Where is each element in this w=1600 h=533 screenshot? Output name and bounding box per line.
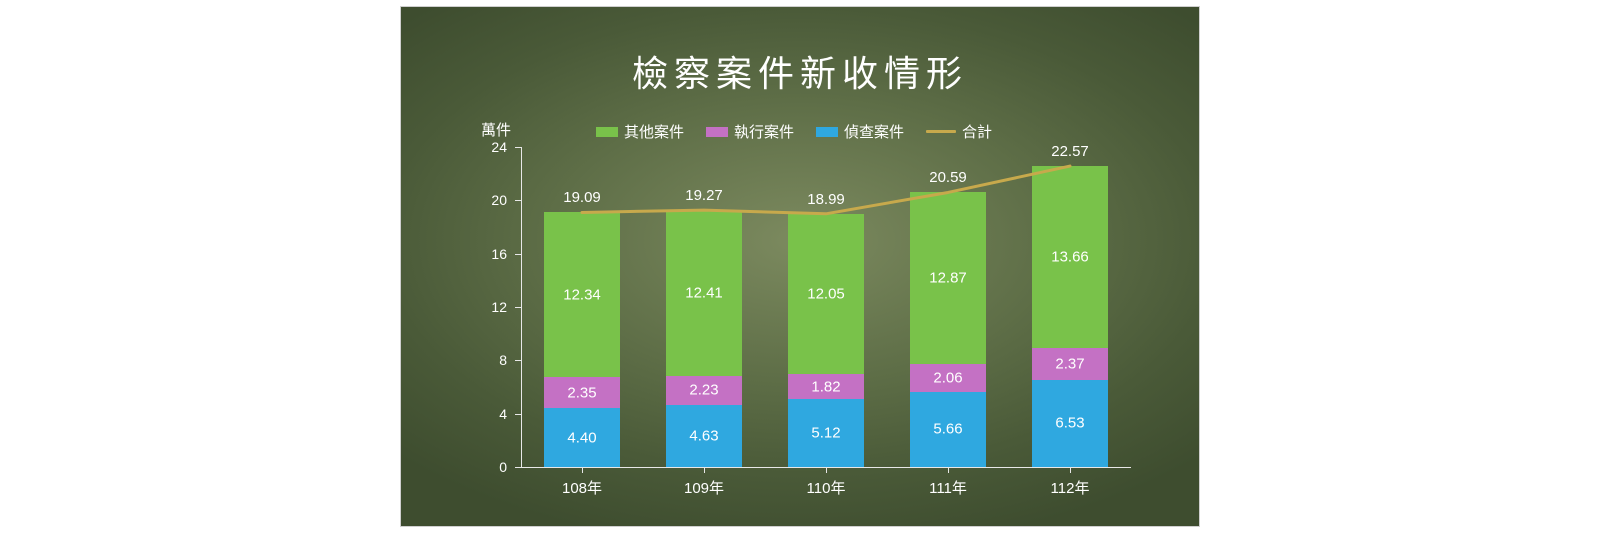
y-tick-label: 4 — [467, 406, 507, 422]
legend-swatch-total — [926, 130, 956, 133]
x-tick-mark — [948, 467, 949, 473]
legend-item-total: 合計 — [926, 121, 992, 142]
legend-item-execution: 執行案件 — [706, 121, 794, 142]
chart-title: 檢察案件新收情形 — [401, 45, 1199, 97]
total-line — [582, 166, 1070, 214]
legend-item-investigation: 偵查案件 — [816, 121, 904, 142]
y-tick-label: 0 — [467, 459, 507, 475]
x-tick-mark — [704, 467, 705, 473]
x-tick-mark — [1070, 467, 1071, 473]
y-tick-label: 24 — [467, 139, 507, 155]
x-tick-label: 111年 — [929, 477, 967, 498]
legend-label-other: 其他案件 — [624, 121, 684, 142]
y-tick-mark — [515, 467, 521, 468]
x-tick-label: 110年 — [807, 477, 846, 498]
legend-label-total: 合計 — [962, 121, 992, 142]
legend-swatch-investigation — [816, 127, 838, 137]
y-tick-label: 20 — [467, 192, 507, 208]
legend-label-execution: 執行案件 — [734, 121, 794, 142]
y-tick-label: 12 — [467, 299, 507, 315]
legend-swatch-other — [596, 127, 618, 137]
y-tick-label: 8 — [467, 352, 507, 368]
plot-area: 04812162024108年4.402.3512.3419.09109年4.6… — [521, 147, 1131, 467]
x-tick-label: 112年 — [1051, 477, 1090, 498]
legend-item-other: 其他案件 — [596, 121, 684, 142]
chart-panel: 檢察案件新收情形 萬件 其他案件 執行案件 偵查案件 合計 0481216202… — [400, 6, 1200, 527]
legend-swatch-execution — [706, 127, 728, 137]
x-tick-label: 109年 — [684, 477, 724, 498]
legend-label-investigation: 偵查案件 — [844, 121, 904, 142]
y-axis-unit: 萬件 — [481, 119, 511, 140]
x-tick-mark — [826, 467, 827, 473]
legend: 其他案件 執行案件 偵查案件 合計 — [596, 121, 992, 142]
x-tick-mark — [582, 467, 583, 473]
total-line-layer — [521, 147, 1131, 467]
x-tick-label: 108年 — [562, 477, 602, 498]
y-tick-label: 16 — [467, 246, 507, 262]
